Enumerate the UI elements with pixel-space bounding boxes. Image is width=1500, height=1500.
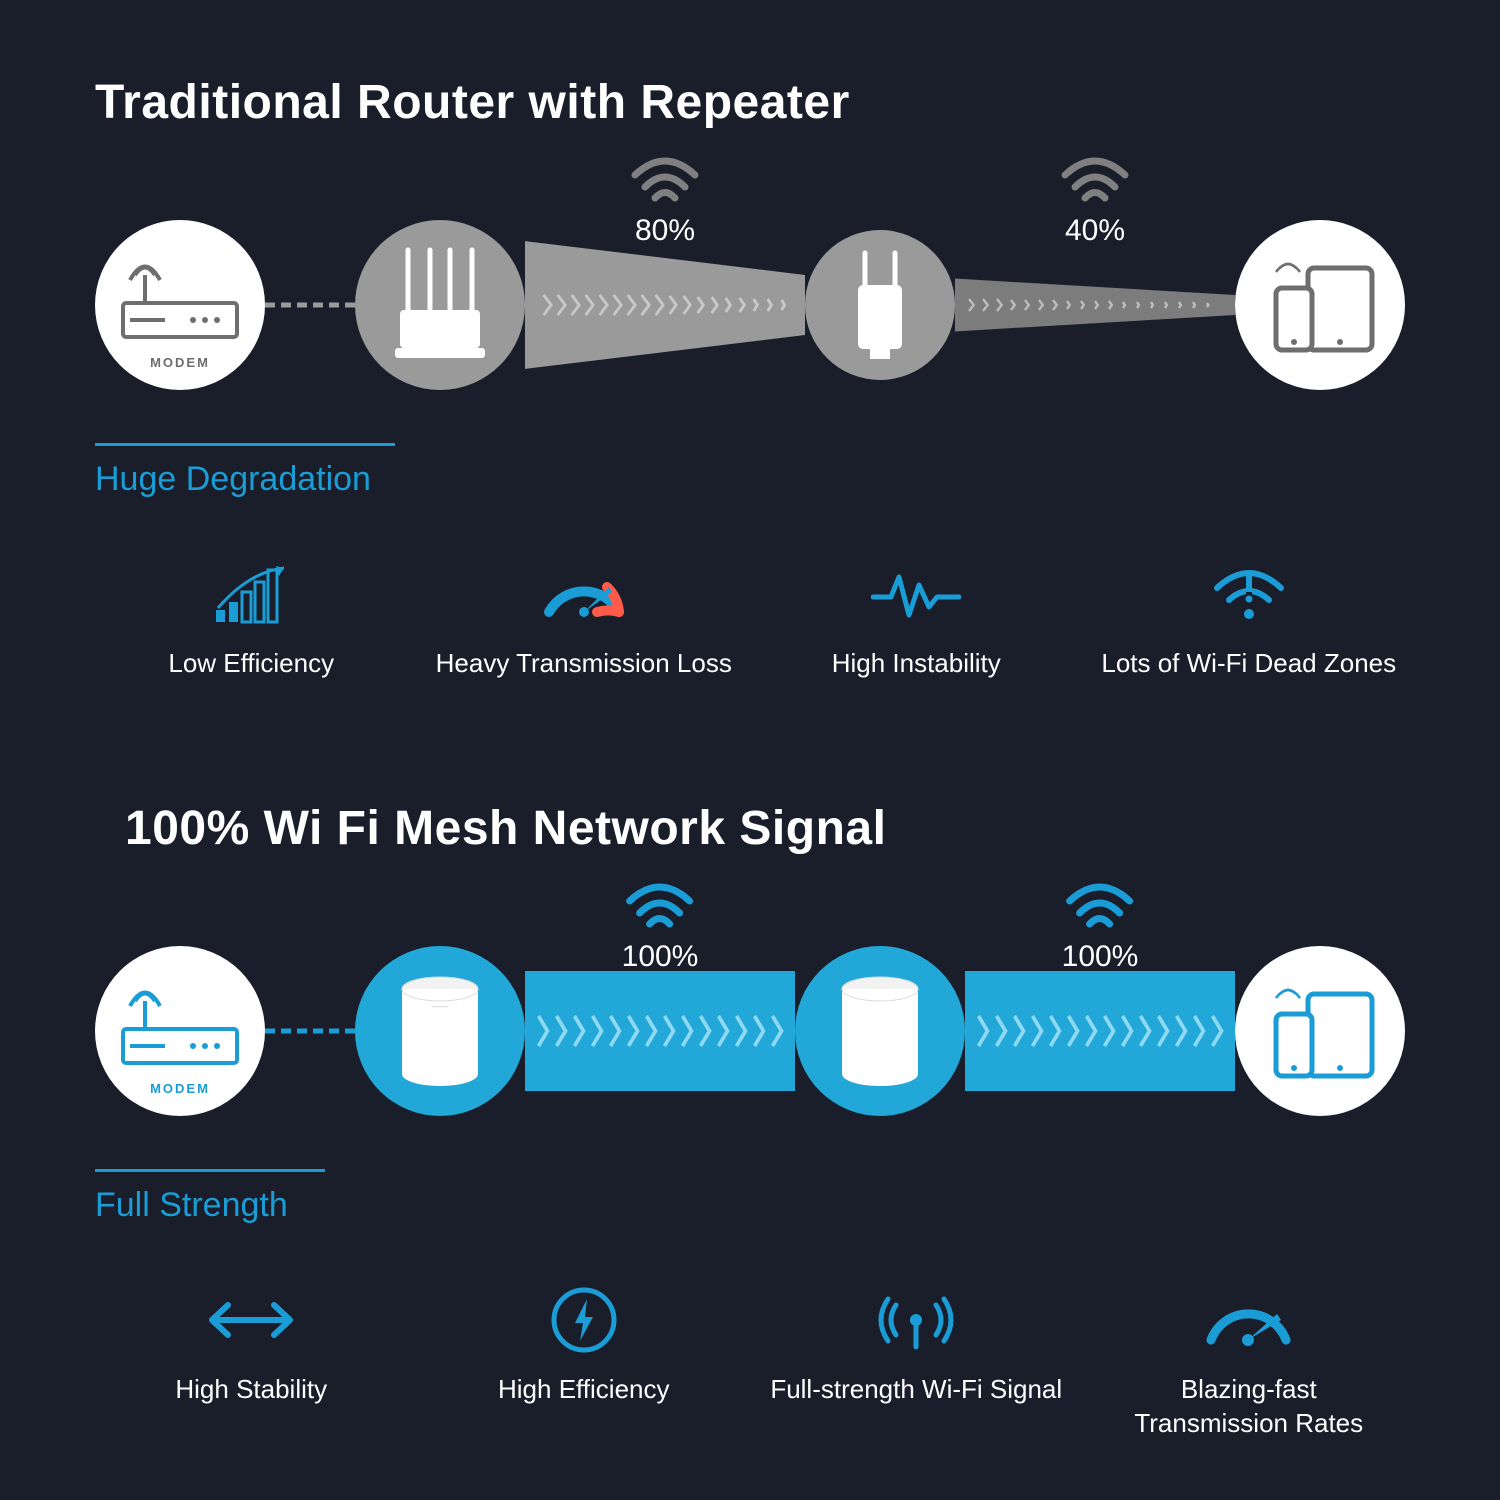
wifi-dead-icon [1093, 559, 1406, 629]
pct-label: 80% [630, 214, 700, 248]
features-mesh: High Stability High Efficiency [95, 1285, 1405, 1441]
pct-label: 100% [622, 940, 699, 974]
feat-label: Blazing-fast Transmission Rates [1093, 1373, 1406, 1441]
wifi-icon [625, 881, 695, 931]
gauge-heavy-icon [428, 559, 741, 629]
arrows-stability-icon [95, 1285, 408, 1355]
dotted-connector: .section:first-of-type .dotted::before{b… [265, 220, 355, 390]
dotted-connector-mesh [265, 946, 355, 1116]
feat-stability: High Stability [95, 1285, 408, 1441]
wifi-icon [1065, 881, 1135, 931]
features-traditional: Low Efficiency Heavy Transmission Loss [95, 559, 1405, 681]
feat-dead-zones: Lots of Wi-Fi Dead Zones [1093, 559, 1406, 681]
chain-mesh: MODEM —— [95, 911, 1405, 1151]
pct-label: 40% [1060, 214, 1130, 248]
beam-1: 80% [525, 220, 805, 390]
node-router [355, 220, 525, 390]
feat-label: Lots of Wi-Fi Dead Zones [1093, 647, 1406, 681]
pulse-unstable-icon [760, 559, 1073, 629]
chain-traditional: MODEM .section:first-of-type .dotted::be… [95, 185, 1405, 425]
bars-low-icon [95, 559, 408, 629]
beam-mesh-2: 100% [965, 946, 1235, 1116]
signal-80: 80% [630, 155, 700, 248]
router-icon [380, 240, 500, 370]
node-extender [805, 230, 955, 380]
feat-label: High Stability [95, 1373, 408, 1407]
node-mesh-1: —— [355, 946, 525, 1116]
devices-icon [1260, 250, 1380, 360]
feat-label: Full-strength Wi-Fi Signal [760, 1373, 1073, 1407]
underbar-text: Full Strength [95, 1186, 325, 1225]
feat-low-efficiency: Low Efficiency [95, 559, 408, 681]
modem-icon [115, 981, 245, 1081]
underbar-traditional: Huge Degradation [95, 443, 395, 499]
feat-full-signal: Full-strength Wi-Fi Signal [760, 1285, 1073, 1441]
section-mesh: 100% Wi Fi Mesh Network Signal MODEM [95, 801, 1405, 1441]
svg-text:——: —— [432, 1002, 448, 1011]
signal-40: 40% [1060, 155, 1130, 248]
underbar-line-icon [95, 1169, 325, 1172]
wifi-icon [630, 155, 700, 205]
wifi-icon [1060, 155, 1130, 205]
gauge-fast-icon [1093, 1285, 1406, 1355]
modem-label: MODEM [150, 355, 210, 370]
node-devices [1235, 220, 1405, 390]
wifi-full-icon [760, 1285, 1073, 1355]
feat-efficiency: High Efficiency [428, 1285, 741, 1441]
devices-icon [1260, 976, 1380, 1086]
underbar-line-icon [95, 443, 395, 446]
feat-blazing: Blazing-fast Transmission Rates [1093, 1285, 1406, 1441]
feat-label: High Efficiency [428, 1373, 741, 1407]
signal-100-a: 100% [622, 881, 699, 974]
section-traditional: Traditional Router with Repeater MODEM .… [95, 75, 1405, 681]
feat-label: Low Efficiency [95, 647, 408, 681]
feat-instability: High Instability [760, 559, 1073, 681]
title-traditional: Traditional Router with Repeater [95, 75, 1405, 130]
node-devices-mesh [1235, 946, 1405, 1116]
title-mesh: 100% Wi Fi Mesh Network Signal [125, 801, 1405, 856]
mesh-unit-icon: —— [393, 971, 488, 1091]
feat-heavy-loss: Heavy Transmission Loss [428, 559, 741, 681]
signal-100-b: 100% [1062, 881, 1139, 974]
feat-label: High Instability [760, 647, 1073, 681]
modem-label: MODEM [150, 1081, 210, 1096]
bolt-efficiency-icon [428, 1285, 741, 1355]
pct-label: 100% [1062, 940, 1139, 974]
mesh-unit-icon [833, 971, 928, 1091]
node-modem: MODEM [95, 220, 265, 390]
modem-icon [115, 255, 245, 355]
feat-label: Heavy Transmission Loss [428, 647, 741, 681]
underbar-text: Huge Degradation [95, 460, 395, 499]
beam-2: 40% [955, 220, 1235, 390]
beam-mesh-1: 100% [525, 946, 795, 1116]
underbar-mesh: Full Strength [95, 1169, 325, 1225]
extender-icon [840, 245, 920, 365]
node-modem-mesh: MODEM [95, 946, 265, 1116]
node-mesh-2 [795, 946, 965, 1116]
